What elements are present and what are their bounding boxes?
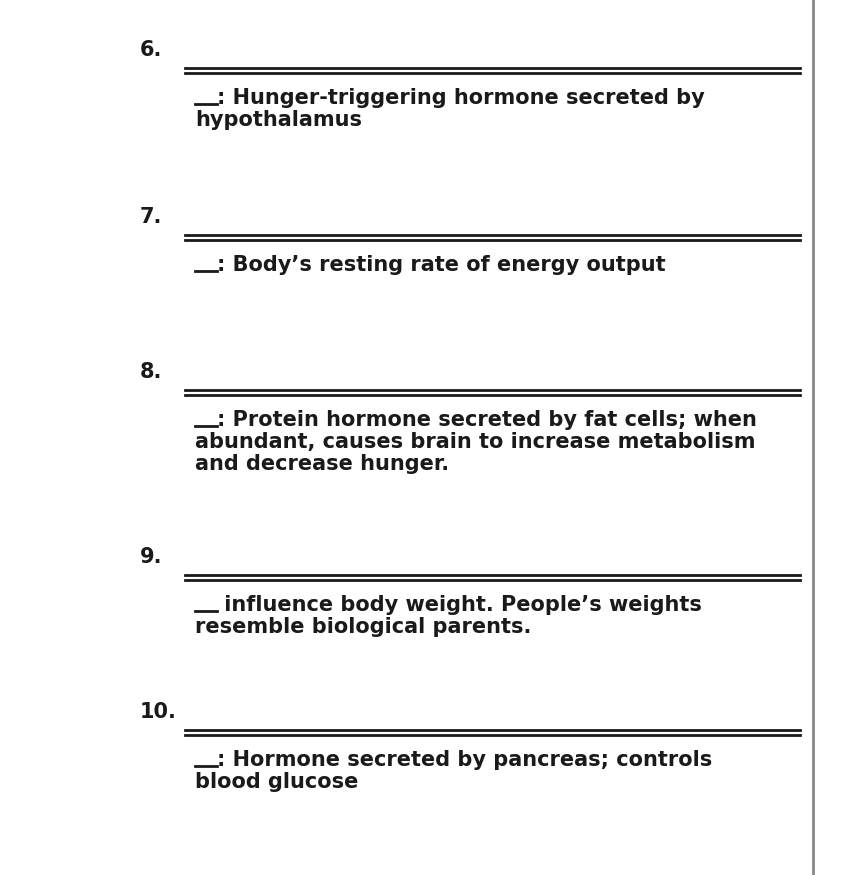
Text: : Body’s resting rate of energy output: : Body’s resting rate of energy output bbox=[217, 255, 666, 275]
Text: : Hormone secreted by pancreas; controls: : Hormone secreted by pancreas; controls bbox=[217, 750, 712, 770]
Text: 7.: 7. bbox=[140, 207, 163, 227]
Text: 10.: 10. bbox=[140, 702, 177, 722]
Text: resemble biological parents.: resemble biological parents. bbox=[195, 617, 531, 637]
Text: hypothalamus: hypothalamus bbox=[195, 110, 362, 130]
Text: blood glucose: blood glucose bbox=[195, 772, 358, 792]
Text: 9.: 9. bbox=[140, 547, 163, 567]
Text: abundant, causes brain to increase metabolism: abundant, causes brain to increase metab… bbox=[195, 432, 755, 452]
Text: : Protein hormone secreted by fat cells; when: : Protein hormone secreted by fat cells;… bbox=[217, 410, 757, 430]
Text: 8.: 8. bbox=[140, 362, 163, 382]
Text: influence body weight. People’s weights: influence body weight. People’s weights bbox=[217, 595, 702, 615]
Text: 6.: 6. bbox=[140, 40, 163, 60]
Text: and decrease hunger.: and decrease hunger. bbox=[195, 454, 449, 474]
Text: : Hunger-triggering hormone secreted by: : Hunger-triggering hormone secreted by bbox=[217, 88, 705, 108]
